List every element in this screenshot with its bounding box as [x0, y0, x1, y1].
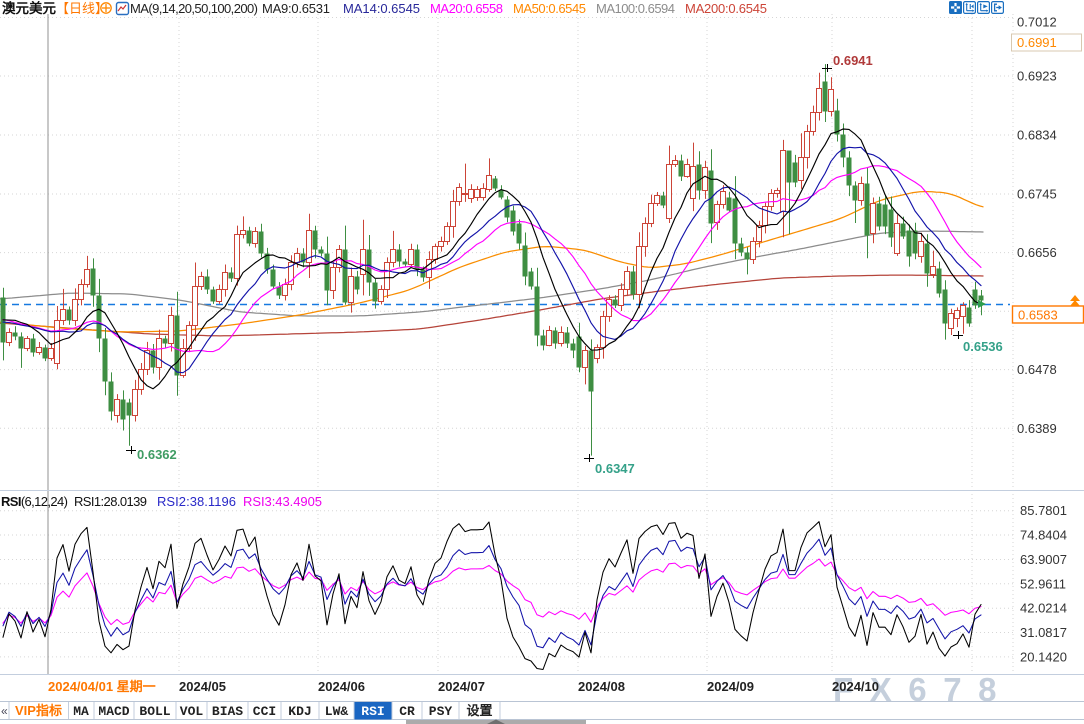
svg-text:2024/05: 2024/05: [179, 679, 226, 694]
svg-text:2024/10: 2024/10: [832, 679, 879, 694]
svg-text:2024/06: 2024/06: [318, 679, 365, 694]
svg-text:31.0817: 31.0817: [1020, 625, 1067, 640]
svg-text:MA: MA: [73, 704, 89, 719]
svg-text:VOL: VOL: [180, 704, 204, 719]
svg-text:2024/07: 2024/07: [438, 679, 485, 694]
svg-text:85.7801: 85.7801: [1020, 503, 1067, 518]
svg-text:澳元美元: 澳元美元: [2, 0, 56, 16]
svg-text:0.6536: 0.6536: [963, 339, 1003, 354]
svg-text:63.9007: 63.9007: [1020, 552, 1067, 567]
svg-text:0.7012: 0.7012: [1017, 15, 1057, 30]
svg-text:设置: 设置: [466, 703, 492, 718]
svg-text:0.6656: 0.6656: [1017, 245, 1057, 260]
svg-text:42.0214: 42.0214: [1020, 601, 1067, 616]
svg-text:0.6478: 0.6478: [1017, 362, 1057, 377]
svg-text:74.8404: 74.8404: [1020, 528, 1067, 543]
svg-text:0.6362: 0.6362: [137, 447, 177, 462]
svg-text:【日线】: 【日线】: [56, 1, 108, 16]
svg-text:CR: CR: [399, 704, 415, 719]
svg-text:CCI: CCI: [253, 704, 276, 719]
svg-text:52.9611: 52.9611: [1020, 576, 1066, 591]
svg-text:2024/09: 2024/09: [707, 679, 754, 694]
svg-text:PSY: PSY: [429, 704, 453, 719]
svg-text:0.6389: 0.6389: [1017, 421, 1057, 436]
svg-text:0.6745: 0.6745: [1017, 187, 1057, 202]
svg-text:MACD: MACD: [98, 704, 129, 719]
svg-text:MA200:0.6545: MA200:0.6545: [685, 1, 767, 16]
svg-text:0.6583: 0.6583: [1018, 308, 1058, 323]
svg-text:MA50:0.6545: MA50:0.6545: [513, 1, 586, 16]
svg-text:MA100:0.6594: MA100:0.6594: [596, 1, 675, 16]
svg-text:0.6347: 0.6347: [595, 461, 635, 476]
svg-text:KDJ: KDJ: [288, 704, 311, 719]
svg-text:RSI(6,12,24): RSI(6,12,24): [1, 494, 68, 509]
svg-text:RSI2:38.1196: RSI2:38.1196: [157, 494, 236, 509]
svg-text:LW&: LW&: [325, 704, 349, 719]
svg-text:MA9:0.6531: MA9:0.6531: [262, 1, 330, 16]
svg-text:«: «: [1, 704, 8, 718]
svg-text:2024/04/01 星期一: 2024/04/01 星期一: [48, 679, 156, 694]
svg-text:20.1420: 20.1420: [1020, 649, 1067, 664]
svg-text:RSI1:28.0139: RSI1:28.0139: [74, 494, 147, 509]
svg-text:0.6923: 0.6923: [1017, 69, 1057, 84]
svg-text:MA14:0.6545: MA14:0.6545: [343, 1, 420, 16]
svg-text:0.6991: 0.6991: [1017, 35, 1057, 50]
svg-text:VIP指标: VIP指标: [15, 703, 62, 718]
svg-text:BOLL: BOLL: [139, 704, 170, 719]
svg-text:BIAS: BIAS: [212, 704, 243, 719]
svg-text:RSI3:43.4905: RSI3:43.4905: [243, 494, 322, 509]
svg-text:MA(9,14,20,50,100,200): MA(9,14,20,50,100,200): [130, 1, 258, 16]
svg-text:2024/08: 2024/08: [578, 679, 625, 694]
svg-text:0.6834: 0.6834: [1017, 128, 1057, 143]
svg-text:0.6941: 0.6941: [833, 53, 873, 68]
svg-text:MA20:0.6558: MA20:0.6558: [430, 1, 503, 16]
svg-text:RSI: RSI: [361, 704, 384, 719]
